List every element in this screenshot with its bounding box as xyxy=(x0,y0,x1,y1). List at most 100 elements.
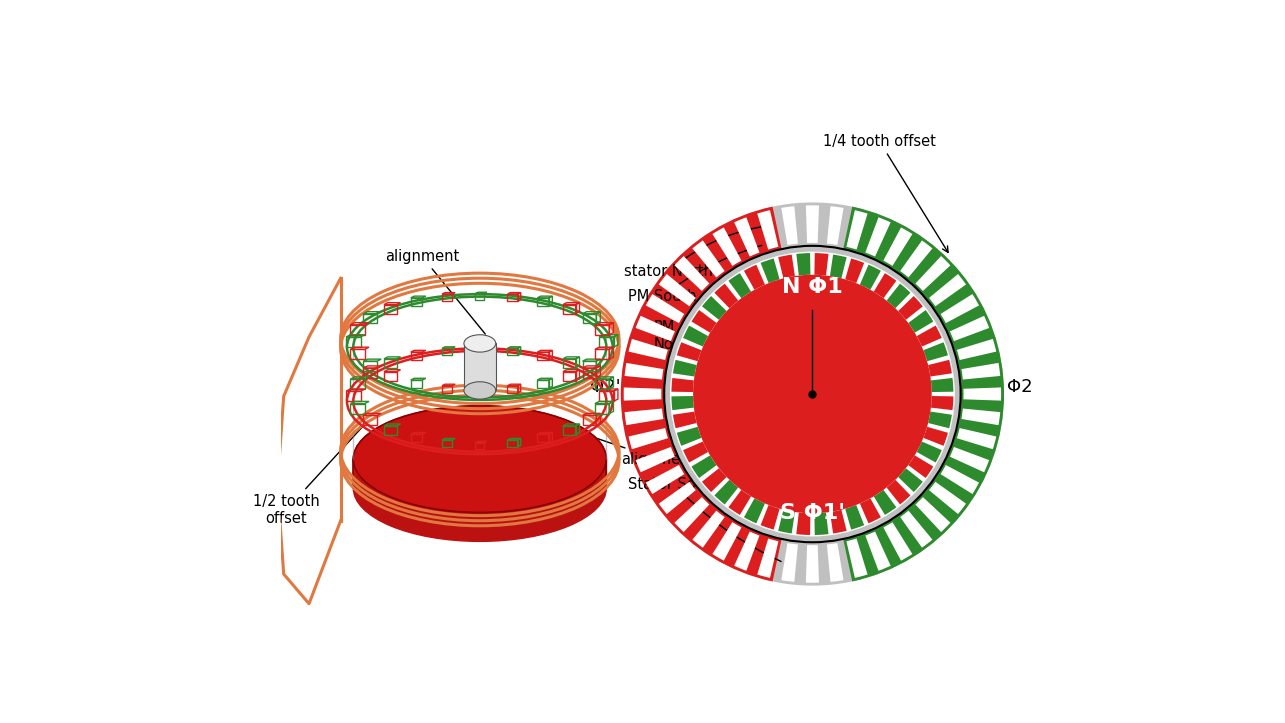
Wedge shape xyxy=(924,342,948,362)
Wedge shape xyxy=(702,469,726,492)
Wedge shape xyxy=(915,256,951,291)
Wedge shape xyxy=(924,427,948,446)
Ellipse shape xyxy=(353,406,607,513)
Text: stator North: stator North xyxy=(625,226,767,278)
Text: alignment: alignment xyxy=(511,409,695,466)
Wedge shape xyxy=(677,342,702,362)
Wedge shape xyxy=(659,274,695,307)
Wedge shape xyxy=(930,396,953,410)
Wedge shape xyxy=(684,325,708,346)
Wedge shape xyxy=(916,325,942,346)
Wedge shape xyxy=(712,522,741,560)
Wedge shape xyxy=(865,531,891,570)
Wedge shape xyxy=(779,510,795,534)
Wedge shape xyxy=(874,490,897,515)
Wedge shape xyxy=(929,274,966,307)
Text: N Φ1: N Φ1 xyxy=(783,277,843,296)
Wedge shape xyxy=(846,259,865,283)
Polygon shape xyxy=(353,459,607,488)
Wedge shape xyxy=(957,339,996,360)
Wedge shape xyxy=(691,455,717,478)
Wedge shape xyxy=(843,207,1004,581)
Wedge shape xyxy=(928,360,952,377)
Wedge shape xyxy=(646,294,684,323)
Wedge shape xyxy=(915,497,951,532)
Wedge shape xyxy=(672,396,694,410)
Wedge shape xyxy=(846,505,865,529)
Wedge shape xyxy=(874,273,897,298)
Wedge shape xyxy=(908,310,933,333)
Wedge shape xyxy=(781,543,798,582)
Circle shape xyxy=(664,246,961,542)
Wedge shape xyxy=(757,539,779,578)
Wedge shape xyxy=(826,543,843,582)
Wedge shape xyxy=(957,428,996,449)
Wedge shape xyxy=(930,378,953,392)
Wedge shape xyxy=(916,442,942,463)
Wedge shape xyxy=(684,442,708,463)
Wedge shape xyxy=(779,254,795,278)
Wedge shape xyxy=(677,427,702,446)
Wedge shape xyxy=(887,480,911,505)
Wedge shape xyxy=(636,447,675,472)
Wedge shape xyxy=(961,408,1000,425)
Wedge shape xyxy=(628,339,668,360)
Wedge shape xyxy=(729,273,750,298)
Wedge shape xyxy=(646,465,684,494)
Wedge shape xyxy=(636,316,675,341)
Text: Φ2: Φ2 xyxy=(1006,378,1032,395)
Wedge shape xyxy=(865,218,891,257)
Text: S Φ1': S Φ1' xyxy=(780,502,846,523)
Ellipse shape xyxy=(353,435,607,542)
Wedge shape xyxy=(761,505,780,529)
Wedge shape xyxy=(964,388,1001,401)
Ellipse shape xyxy=(464,335,496,352)
Wedge shape xyxy=(781,206,798,245)
Text: Stator South: Stator South xyxy=(628,477,781,562)
Wedge shape xyxy=(693,241,725,278)
Polygon shape xyxy=(464,343,496,390)
Wedge shape xyxy=(860,498,880,523)
Wedge shape xyxy=(908,455,933,478)
Wedge shape xyxy=(673,411,696,428)
Circle shape xyxy=(621,202,1004,586)
Text: Φ2': Φ2' xyxy=(590,378,621,395)
Wedge shape xyxy=(675,497,709,532)
Wedge shape xyxy=(712,228,741,266)
Wedge shape xyxy=(860,265,880,290)
Wedge shape xyxy=(806,205,819,243)
Wedge shape xyxy=(672,378,694,392)
Wedge shape xyxy=(623,388,662,401)
Wedge shape xyxy=(734,218,759,257)
Wedge shape xyxy=(898,296,923,320)
Wedge shape xyxy=(797,513,811,535)
Text: PM South: PM South xyxy=(628,245,762,304)
Wedge shape xyxy=(673,360,696,377)
Wedge shape xyxy=(628,428,668,449)
Wedge shape xyxy=(847,539,867,578)
Wedge shape xyxy=(675,256,709,291)
Wedge shape xyxy=(714,480,738,505)
Wedge shape xyxy=(744,498,765,523)
Wedge shape xyxy=(887,283,911,308)
Wedge shape xyxy=(761,259,780,283)
Wedge shape xyxy=(883,522,912,560)
Wedge shape xyxy=(830,510,847,534)
Wedge shape xyxy=(950,447,989,472)
Wedge shape xyxy=(815,253,829,275)
Text: alignment: alignment xyxy=(386,249,486,334)
Wedge shape xyxy=(797,253,811,275)
Wedge shape xyxy=(950,316,989,341)
Wedge shape xyxy=(744,265,765,290)
Text: 1/4 tooth offset: 1/4 tooth offset xyxy=(822,134,948,252)
Wedge shape xyxy=(941,294,979,323)
Wedge shape xyxy=(757,210,779,249)
Wedge shape xyxy=(929,482,966,514)
Text: PM
North: PM North xyxy=(653,317,756,352)
Wedge shape xyxy=(961,363,1000,380)
Wedge shape xyxy=(901,241,933,278)
Wedge shape xyxy=(898,469,923,492)
Wedge shape xyxy=(714,283,738,308)
Wedge shape xyxy=(659,482,695,514)
Wedge shape xyxy=(847,210,867,249)
